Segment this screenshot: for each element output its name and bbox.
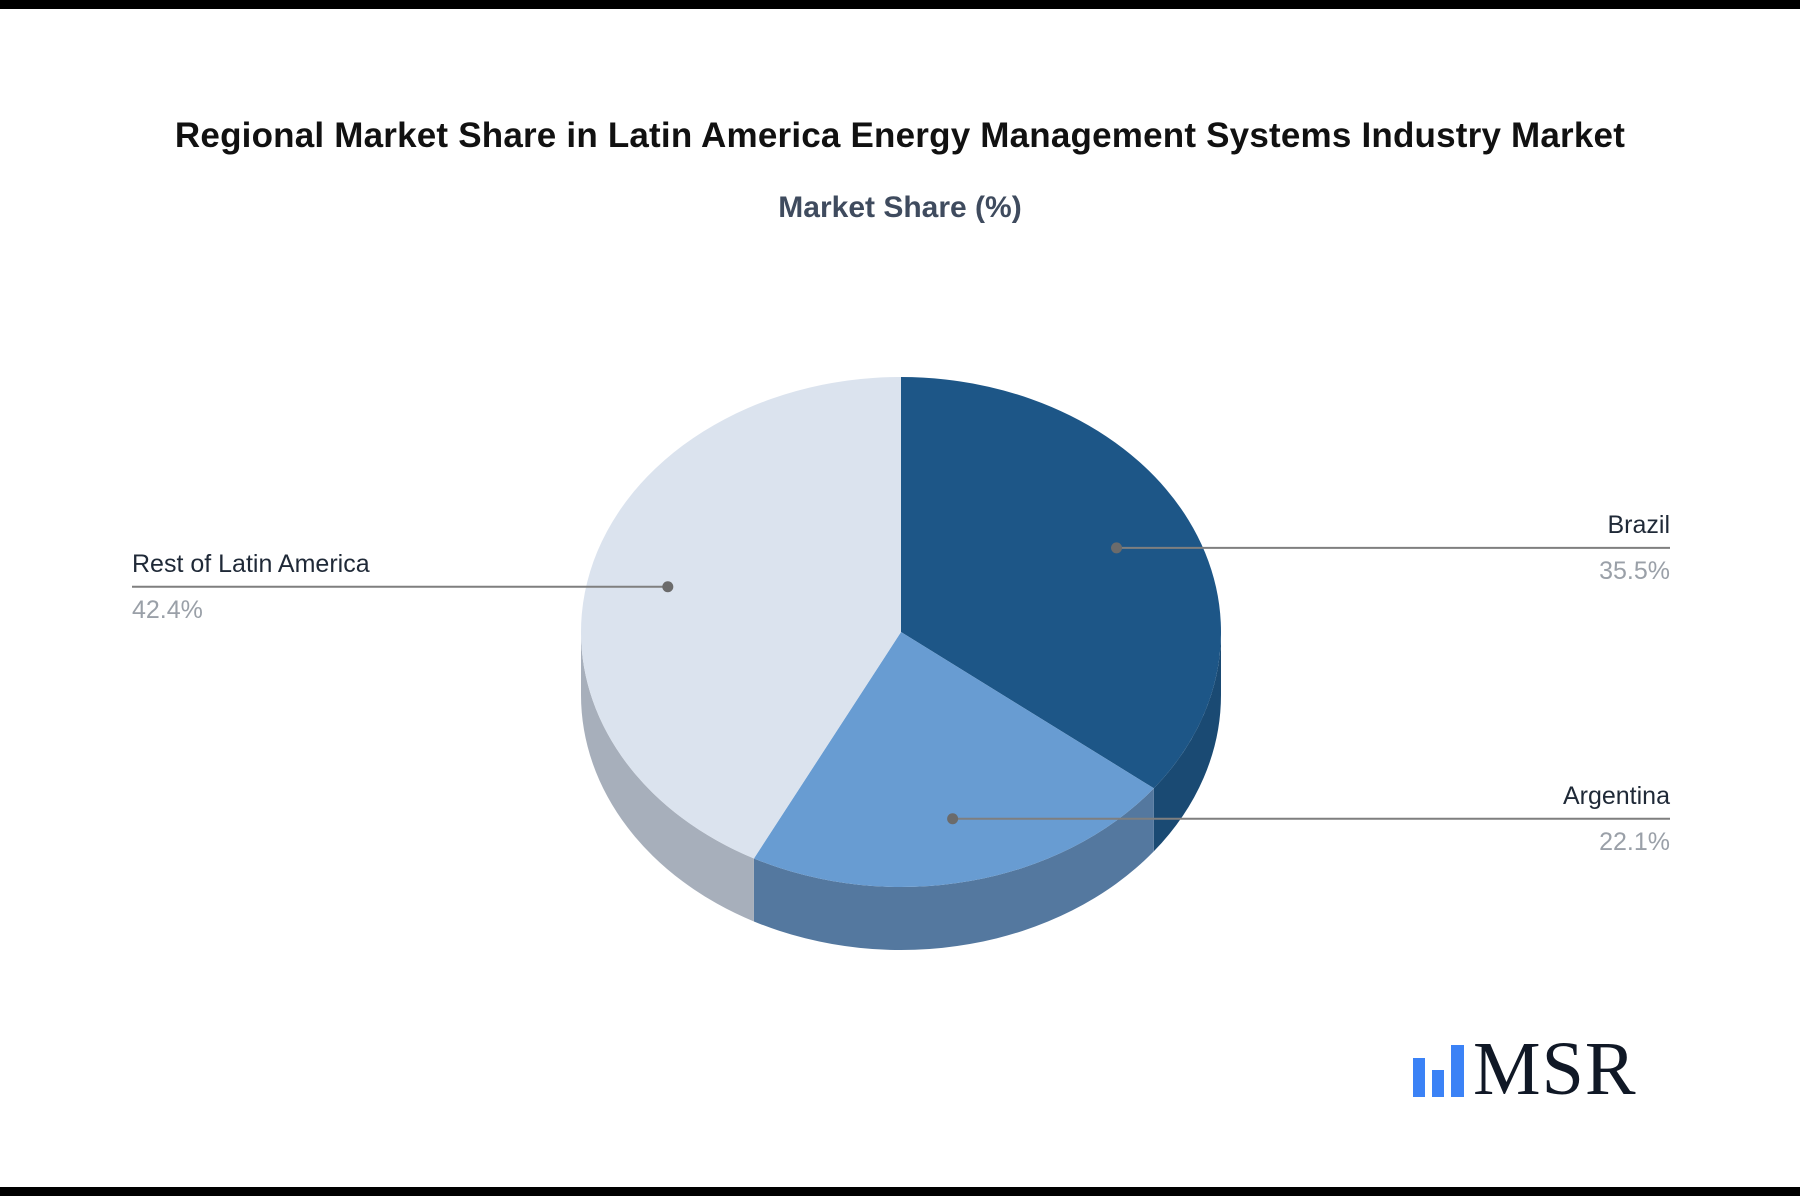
pie-slice-brazil[interactable] [901, 377, 1222, 789]
leader-dot [1111, 542, 1123, 554]
leader-dot [662, 581, 674, 593]
chart-subtitle: Market Share (%) [778, 191, 1022, 224]
pie-slice-side-argentina [753, 788, 1154, 950]
pie-slice-side-rest-of-latin-america [581, 632, 754, 922]
chart-title: Regional Market Share in Latin America E… [174, 116, 1626, 155]
leader-dot [947, 813, 959, 825]
screen-edge-top [0, 0, 1800, 9]
msr-logo: MSR [1413, 1027, 1637, 1111]
msr-logo-text: MSR [1473, 1027, 1637, 1111]
pie-slice-side-brazil [1153, 632, 1221, 852]
pie-slice-argentina[interactable] [753, 632, 1154, 887]
pie-slice-rest-of-latin-america[interactable] [580, 377, 901, 859]
msr-logo-bars-icon [1413, 1045, 1464, 1097]
screen-edge-bottom [0, 1187, 1800, 1196]
